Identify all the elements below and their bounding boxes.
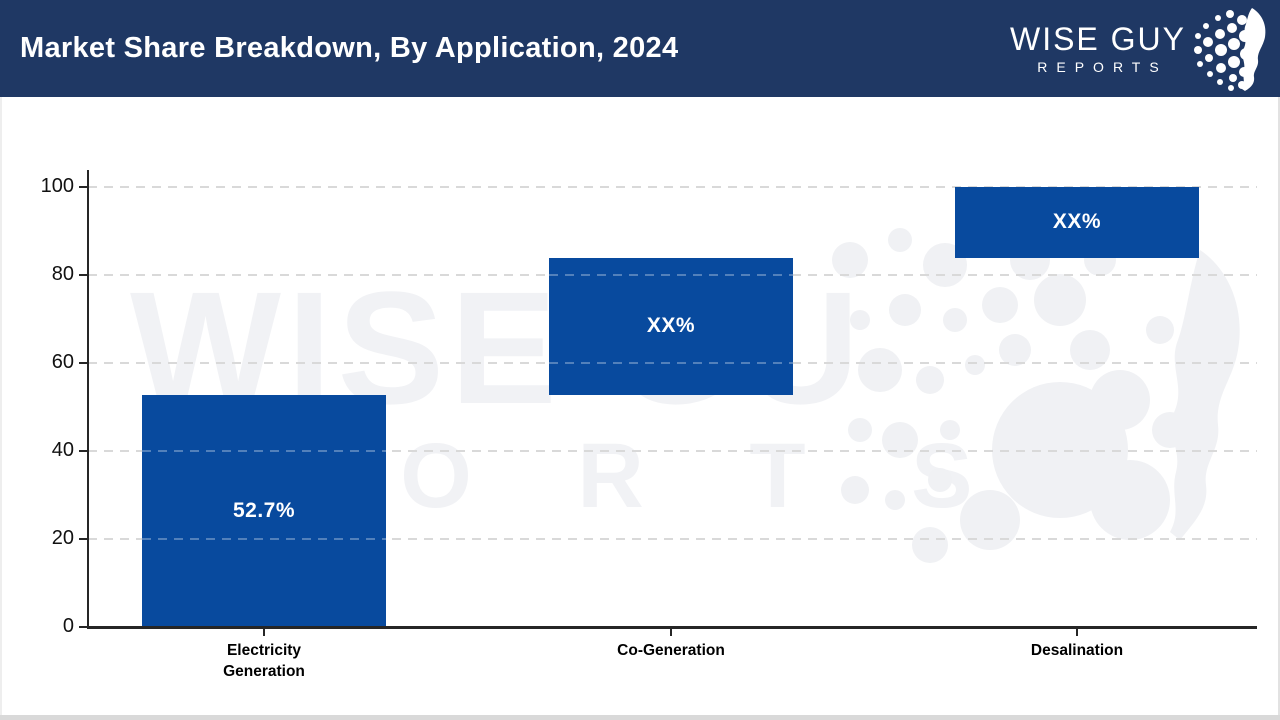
wise-guy-reports-logo: WISE GUY REPORTS bbox=[1010, 6, 1268, 92]
page-title: Market Share Breakdown, By Application, … bbox=[20, 32, 679, 64]
logo-subtitle: REPORTS bbox=[1037, 58, 1168, 75]
y-tick-mark bbox=[79, 626, 88, 628]
y-tick-label: 100 bbox=[40, 175, 74, 197]
logo-wordmark-block: WISE GUY REPORTS bbox=[1010, 23, 1186, 75]
x-tick-mark bbox=[670, 629, 672, 636]
x-axis-line bbox=[87, 626, 1257, 629]
bar-electricity-generation: 52.7% bbox=[142, 395, 386, 627]
header-bar: Market Share Breakdown, By Application, … bbox=[0, 0, 1280, 97]
bar-co-generation: XX% bbox=[549, 257, 793, 396]
bar-value-label-co-generation: XX% bbox=[646, 314, 696, 338]
logo-face-icon bbox=[1194, 8, 1266, 91]
bar-value-label-desalination: XX% bbox=[1052, 210, 1102, 234]
bar-value-label-electricity: 52.7% bbox=[232, 499, 296, 523]
y-tick-mark bbox=[79, 362, 88, 364]
gridline-over-bar bbox=[142, 537, 386, 540]
x-label-desalination: Desalination bbox=[1030, 642, 1124, 659]
y-tick-mark bbox=[79, 538, 88, 540]
y-tick-mark bbox=[79, 450, 88, 452]
logo-wordmark: WISE GUY bbox=[1009, 21, 1186, 58]
y-tick-label: 0 bbox=[62, 615, 74, 637]
gridline bbox=[88, 538, 1257, 540]
y-tick-label: 80 bbox=[51, 263, 74, 285]
gridline-over-bar bbox=[549, 273, 793, 276]
gridline bbox=[88, 186, 1257, 188]
y-tick-label: 20 bbox=[51, 527, 74, 549]
gridline bbox=[88, 450, 1257, 452]
y-tick-label: 60 bbox=[51, 351, 74, 373]
y-tick-label: 40 bbox=[51, 439, 74, 461]
gridline-over-bar bbox=[142, 449, 386, 452]
bottom-border-strip bbox=[0, 715, 1280, 720]
bar-desalination: XX% bbox=[955, 187, 1199, 258]
x-label-co-generation: Co-Generation bbox=[617, 642, 725, 659]
y-tick-mark bbox=[79, 274, 88, 276]
y-axis-line bbox=[87, 170, 89, 628]
x-tick-mark bbox=[1076, 629, 1078, 636]
y-tick-mark bbox=[79, 186, 88, 188]
x-label-electricity-generation: Electricity Generation bbox=[223, 642, 305, 681]
x-tick-mark bbox=[263, 629, 265, 636]
gridline-over-bar bbox=[549, 361, 793, 364]
